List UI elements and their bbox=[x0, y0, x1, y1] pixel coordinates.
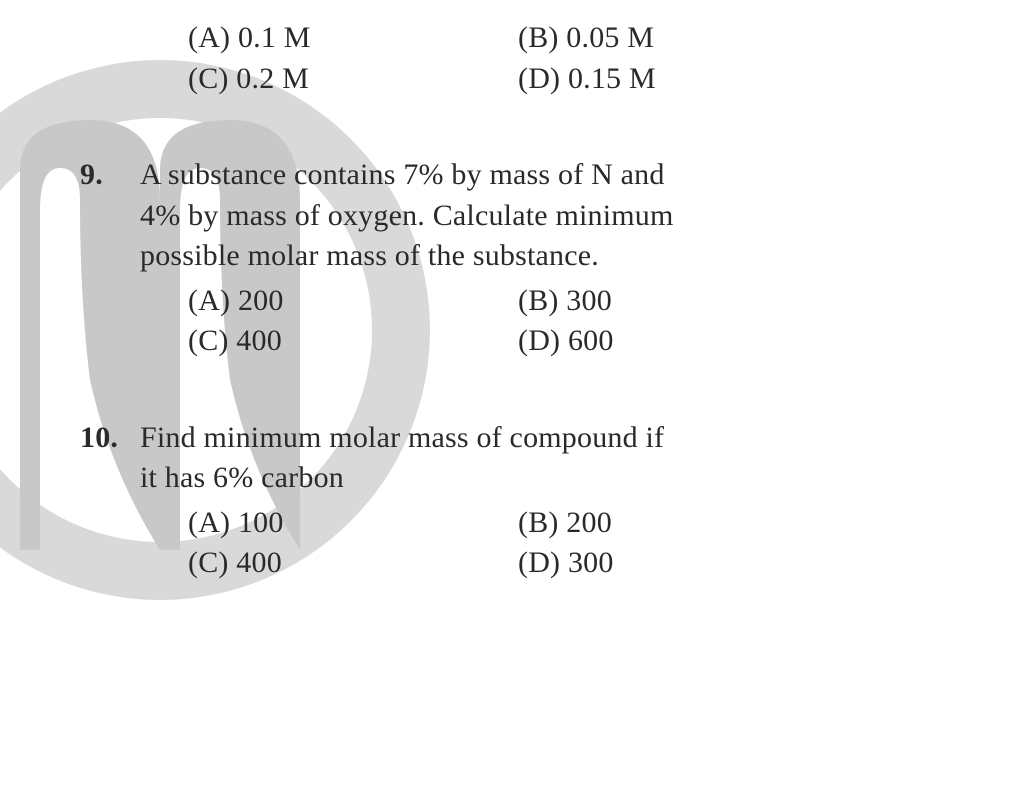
question-9: 9. A substance contains 7% by mass of N … bbox=[80, 155, 984, 362]
question-10-options-row1: (A) 100 (B) 200 bbox=[188, 503, 984, 544]
option-a: (A) 0.1 M bbox=[188, 18, 518, 59]
option-b: (B) 300 bbox=[518, 281, 612, 322]
option-b: (B) 0.05 M bbox=[518, 18, 654, 59]
question-9-options-row1: (A) 200 (B) 300 bbox=[188, 281, 984, 322]
question-number: 10. bbox=[80, 418, 140, 499]
option-a: (A) 100 bbox=[188, 503, 518, 544]
option-a: (A) 200 bbox=[188, 281, 518, 322]
option-d: (D) 0.15 M bbox=[518, 59, 656, 100]
question-text: A substance contains 7% by mass of N and… bbox=[140, 155, 984, 277]
question-line: 4% by mass of oxygen. Calculate minimum bbox=[140, 196, 984, 237]
option-c: (C) 400 bbox=[188, 321, 518, 362]
page-content: (A) 0.1 M (B) 0.05 M (C) 0.2 M (D) 0.15 … bbox=[0, 0, 1024, 584]
option-c: (C) 0.2 M bbox=[188, 59, 518, 100]
option-b: (B) 200 bbox=[518, 503, 612, 544]
option-d: (D) 600 bbox=[518, 321, 614, 362]
option-d: (D) 300 bbox=[518, 543, 614, 584]
prev-question-options-row1: (A) 0.1 M (B) 0.05 M bbox=[188, 18, 984, 59]
option-c: (C) 400 bbox=[188, 543, 518, 584]
question-9-options-row2: (C) 400 (D) 600 bbox=[188, 321, 984, 362]
question-line: Find minimum molar mass of compound if bbox=[140, 418, 984, 459]
question-number: 9. bbox=[80, 155, 140, 277]
question-10: 10. Find minimum molar mass of compound … bbox=[80, 418, 984, 584]
question-text: Find minimum molar mass of compound if i… bbox=[140, 418, 984, 499]
question-line: A substance contains 7% by mass of N and bbox=[140, 155, 984, 196]
question-line: it has 6% carbon bbox=[140, 458, 984, 499]
question-line: possible molar mass of the substance. bbox=[140, 236, 984, 277]
question-10-options-row2: (C) 400 (D) 300 bbox=[188, 543, 984, 584]
prev-question-options-row2: (C) 0.2 M (D) 0.15 M bbox=[188, 59, 984, 100]
